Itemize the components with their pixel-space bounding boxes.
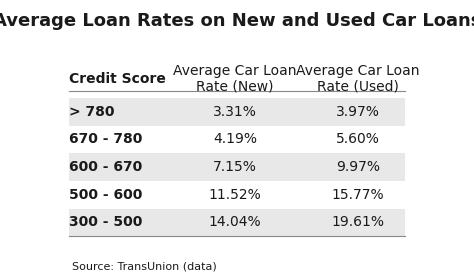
FancyBboxPatch shape <box>69 153 405 181</box>
Text: 4.19%: 4.19% <box>213 133 257 146</box>
Text: 3.97%: 3.97% <box>336 105 380 119</box>
Text: 19.61%: 19.61% <box>331 215 384 229</box>
Text: 300 - 500: 300 - 500 <box>69 215 142 229</box>
Text: 11.52%: 11.52% <box>209 188 262 202</box>
Text: 670 - 780: 670 - 780 <box>69 133 142 146</box>
Text: 14.04%: 14.04% <box>209 215 262 229</box>
Text: Source: TransUnion (data): Source: TransUnion (data) <box>73 261 217 271</box>
Text: 3.31%: 3.31% <box>213 105 257 119</box>
Text: 7.15%: 7.15% <box>213 160 257 174</box>
Text: Average Car Loan
Rate (Used): Average Car Loan Rate (Used) <box>296 64 419 94</box>
Text: 600 - 670: 600 - 670 <box>69 160 142 174</box>
FancyBboxPatch shape <box>69 98 405 126</box>
Text: 500 - 600: 500 - 600 <box>69 188 142 202</box>
Text: Average Car Loan
Rate (New): Average Car Loan Rate (New) <box>173 64 297 94</box>
Text: Average Loan Rates on New and Used Car Loans: Average Loan Rates on New and Used Car L… <box>0 12 474 30</box>
Text: Credit Score: Credit Score <box>69 72 166 86</box>
FancyBboxPatch shape <box>69 209 405 236</box>
Text: 9.97%: 9.97% <box>336 160 380 174</box>
Text: > 780: > 780 <box>69 105 114 119</box>
Text: 15.77%: 15.77% <box>331 188 384 202</box>
Text: 5.60%: 5.60% <box>336 133 380 146</box>
